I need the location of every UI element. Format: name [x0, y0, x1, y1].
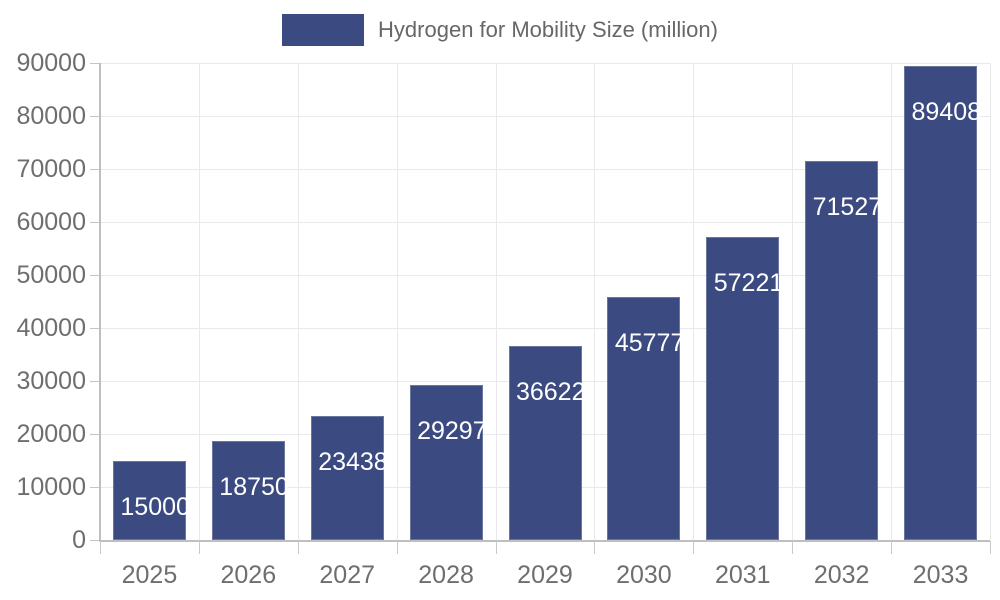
y-axis-tick-label: 80000 [16, 102, 86, 130]
y-axis-tick-label: 10000 [16, 473, 86, 501]
bar[interactable] [310, 415, 384, 540]
x-axis-tick-mark [990, 541, 991, 554]
bar[interactable] [112, 460, 186, 540]
gridline-vertical [693, 63, 694, 540]
x-axis-tick-label: 2031 [714, 561, 771, 589]
x-axis-tick-mark [496, 541, 497, 554]
legend-item-label: Hydrogen for Mobility Size (million) [378, 17, 718, 42]
x-axis-tick-mark [693, 541, 694, 554]
y-axis-line [99, 63, 101, 540]
bar[interactable] [607, 297, 681, 540]
bar-value-label: 57221 [713, 268, 784, 297]
y-axis-tick-mark [90, 116, 99, 117]
bar-value-label: 45777 [614, 329, 685, 358]
y-axis-tick-mark [90, 434, 99, 435]
gridline-vertical [397, 63, 398, 540]
bar-value-label: 36622 [515, 377, 586, 406]
y-axis-tick-mark [90, 275, 99, 276]
gridline-horizontal [100, 275, 990, 276]
gridline-vertical [594, 63, 595, 540]
x-axis-tick-mark [199, 541, 200, 554]
y-axis-tick-mark [90, 381, 99, 382]
y-axis-tick-label: 0 [72, 526, 86, 554]
gridline-horizontal [100, 169, 990, 170]
gridline-horizontal [100, 222, 990, 223]
gridline-horizontal [100, 63, 990, 64]
gridline-horizontal [100, 328, 990, 329]
x-axis-tick-label: 2033 [912, 561, 969, 589]
x-axis-line [99, 540, 990, 542]
x-axis-tick-mark [891, 541, 892, 554]
gridline-vertical [298, 63, 299, 540]
y-axis-tick-label: 50000 [16, 261, 86, 289]
chart-legend: Hydrogen for Mobility Size (million) [0, 8, 1000, 52]
x-axis-tick-label: 2027 [319, 561, 376, 589]
x-axis-tick-label: 2032 [813, 561, 870, 589]
gridline-vertical [199, 63, 200, 540]
legend-color-swatch [282, 14, 365, 46]
x-axis-tick-label: 2025 [121, 561, 178, 589]
bar[interactable] [706, 236, 780, 540]
bar-value-label: 29297 [417, 416, 487, 445]
y-axis-tick-mark [90, 328, 99, 329]
x-axis-tick-mark [298, 541, 299, 554]
gridline-horizontal [100, 116, 990, 117]
y-axis-tick-mark [90, 63, 99, 64]
x-axis-tick-label: 2028 [418, 561, 474, 589]
x-axis-tick-mark [100, 541, 101, 554]
x-axis-tick-mark [792, 541, 793, 554]
gridline-vertical [496, 63, 497, 540]
y-axis-tick-label: 70000 [16, 155, 86, 183]
gridline-vertical [792, 63, 793, 540]
bar[interactable] [904, 66, 978, 540]
y-axis-tick-label: 40000 [16, 314, 86, 342]
legend-item-hydrogen-for-mobility-size[interactable]: Hydrogen for Mobility Size (million) [282, 14, 718, 46]
bar[interactable] [211, 440, 285, 540]
y-axis-tick-label: 30000 [16, 367, 86, 395]
bar[interactable] [508, 345, 582, 540]
bar[interactable] [805, 160, 879, 540]
y-axis-tick-label: 90000 [16, 49, 86, 77]
x-axis-tick-mark [594, 541, 595, 554]
bar-value-label: 89408 [911, 98, 982, 127]
x-axis-tick-label: 2029 [517, 561, 573, 589]
x-axis-tick-mark [397, 541, 398, 554]
bar-value-label: 23438 [318, 447, 388, 476]
y-axis-tick-label: 20000 [16, 420, 86, 448]
gridline-vertical [891, 63, 892, 540]
y-axis-tick-mark [90, 487, 99, 488]
gridline-vertical [990, 63, 991, 540]
x-axis-tick-label: 2030 [616, 561, 672, 589]
y-axis-tick-label: 60000 [16, 208, 86, 236]
x-axis-tick-label: 2026 [220, 561, 277, 589]
bar-value-label: 18750 [219, 472, 289, 501]
bar-value-label: 71527 [812, 192, 883, 221]
bar-value-label: 15000 [120, 492, 190, 521]
y-axis-tick-mark [90, 169, 99, 170]
y-axis-tick-mark [90, 222, 99, 223]
y-axis-tick-mark [90, 540, 99, 541]
bar[interactable] [409, 384, 483, 540]
